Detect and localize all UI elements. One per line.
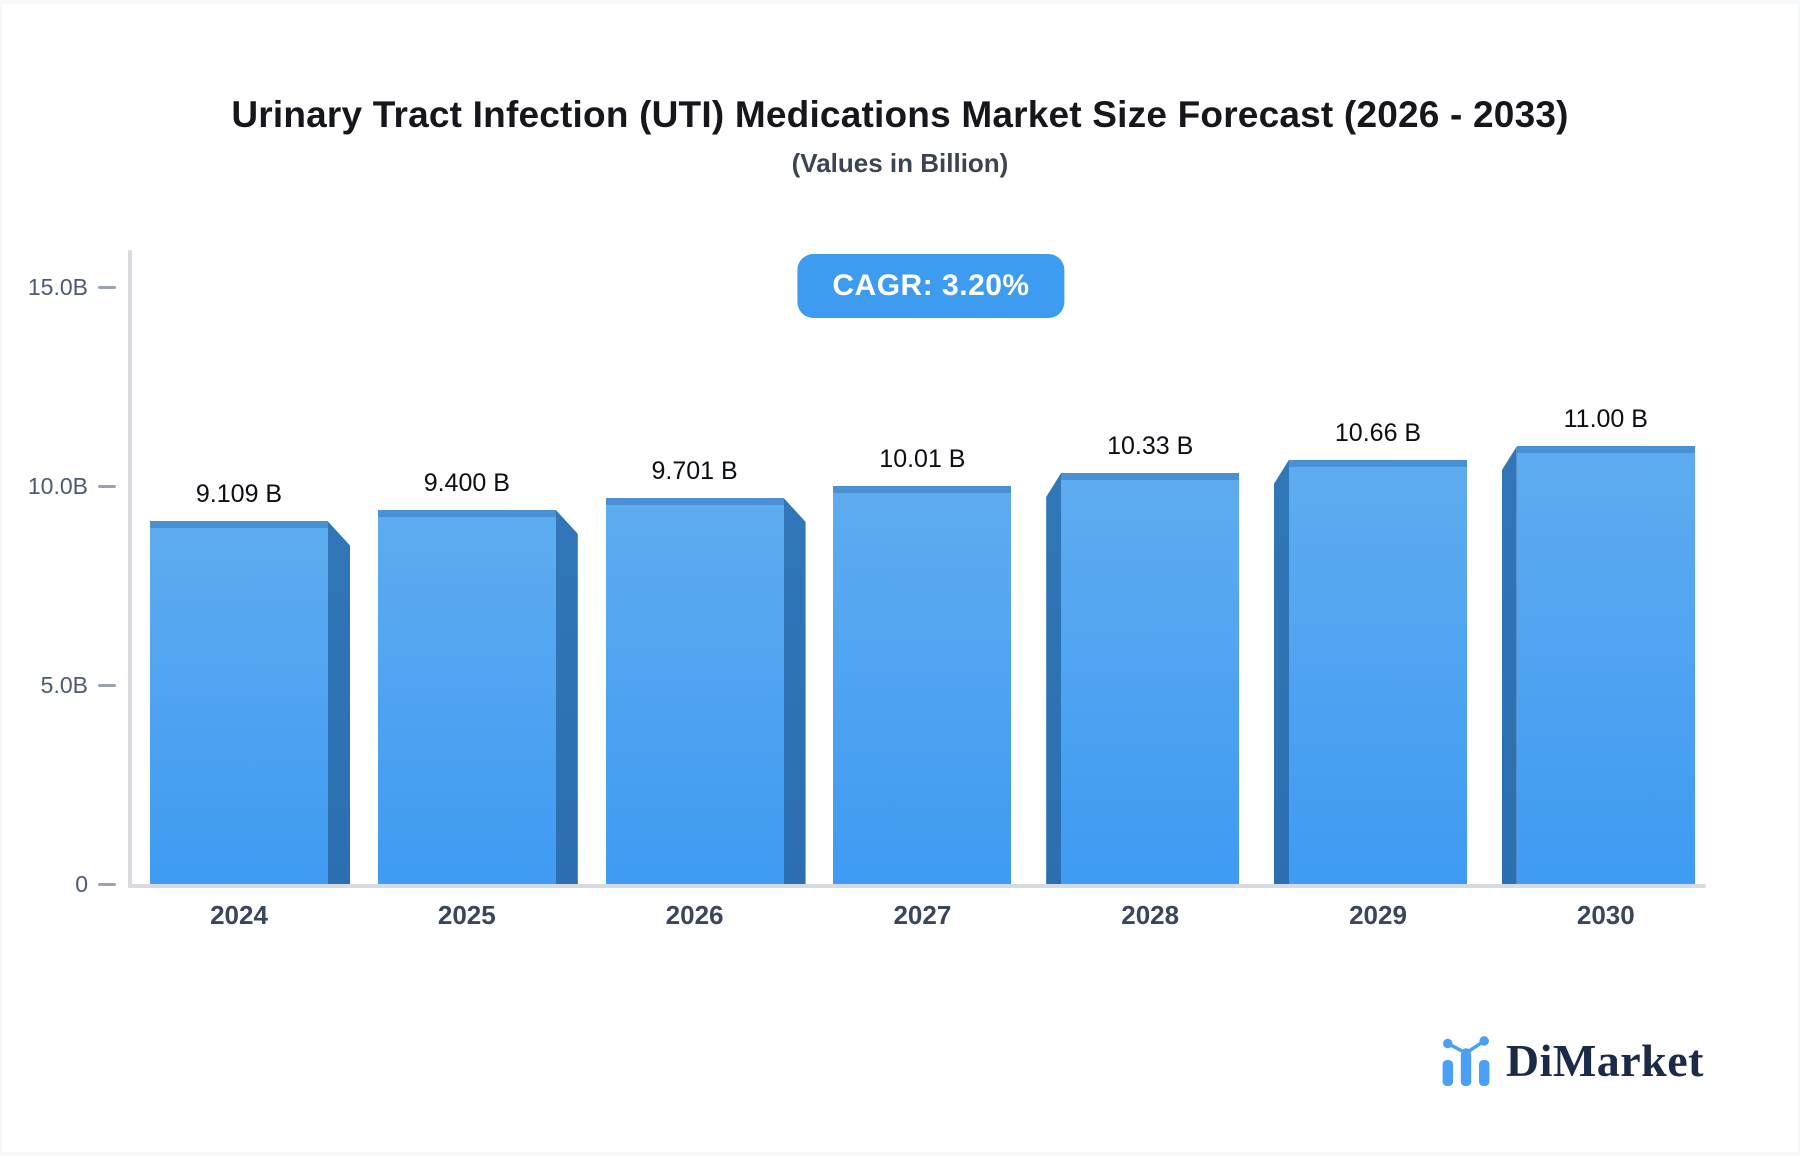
bar-value-label: 10.66 B (1334, 418, 1422, 447)
cagr-badge: CAGR: 3.20% (797, 254, 1065, 318)
y-axis-line (128, 250, 132, 888)
x-axis-label-2029: 2029 (1349, 900, 1407, 930)
y-tick-mark (98, 883, 116, 886)
x-axis-label-2030: 2030 (1576, 900, 1635, 930)
page-subtitle: (Values in Billion) (791, 148, 1009, 178)
bar-value-label: 9.701 B (651, 456, 738, 485)
bar-2028[interactable] (1061, 472, 1240, 884)
x-axis-label-2025: 2025 (437, 900, 496, 930)
bar-2025[interactable] (377, 509, 556, 884)
bar-side-2029 (1274, 459, 1289, 884)
bar-2024[interactable] (150, 521, 328, 884)
x-axis-label-2027: 2027 (893, 900, 952, 930)
brand-logo: DiMarket (1440, 1032, 1704, 1088)
x-axis-label-2028: 2028 (1121, 900, 1180, 930)
y-tick-label: 5.0B (40, 672, 88, 698)
bar-chart-trend-icon (1442, 1036, 1490, 1086)
bar-2026[interactable] (605, 497, 784, 884)
x-axis-line (128, 884, 1706, 888)
page-title: Urinary Tract Infection (UTI) Medication… (231, 94, 1569, 135)
bar-side-2024 (328, 521, 350, 884)
bar-side-2028 (1046, 472, 1062, 884)
x-axis-label-2024: 2024 (210, 900, 268, 930)
bar-value-label: 9.109 B (195, 480, 283, 509)
brand-name: DiMarket (1505, 1034, 1704, 1086)
x-axis-label-2026: 2026 (665, 900, 724, 930)
bar-side-2026 (783, 497, 806, 884)
bar-side-2030 (1501, 446, 1517, 884)
bar-2029[interactable] (1289, 459, 1467, 884)
y-tick-mark (98, 485, 116, 488)
bar-value-label: 10.33 B (1107, 431, 1194, 460)
bar-2030[interactable] (1516, 446, 1695, 884)
y-tick-mark (98, 684, 116, 687)
bar-value-label: 10.01 B (879, 444, 966, 473)
y-tick-label: 0 (75, 871, 88, 897)
y-tick-mark (98, 286, 116, 289)
y-tick-label: 10.0B (27, 473, 88, 499)
bar-side-2025 (555, 509, 578, 884)
bar-value-label: 9.400 B (423, 468, 510, 497)
bar-value-label: 11.00 B (1563, 405, 1648, 434)
y-tick-label: 15.0B (27, 274, 88, 300)
bar-2027[interactable] (833, 485, 1012, 884)
